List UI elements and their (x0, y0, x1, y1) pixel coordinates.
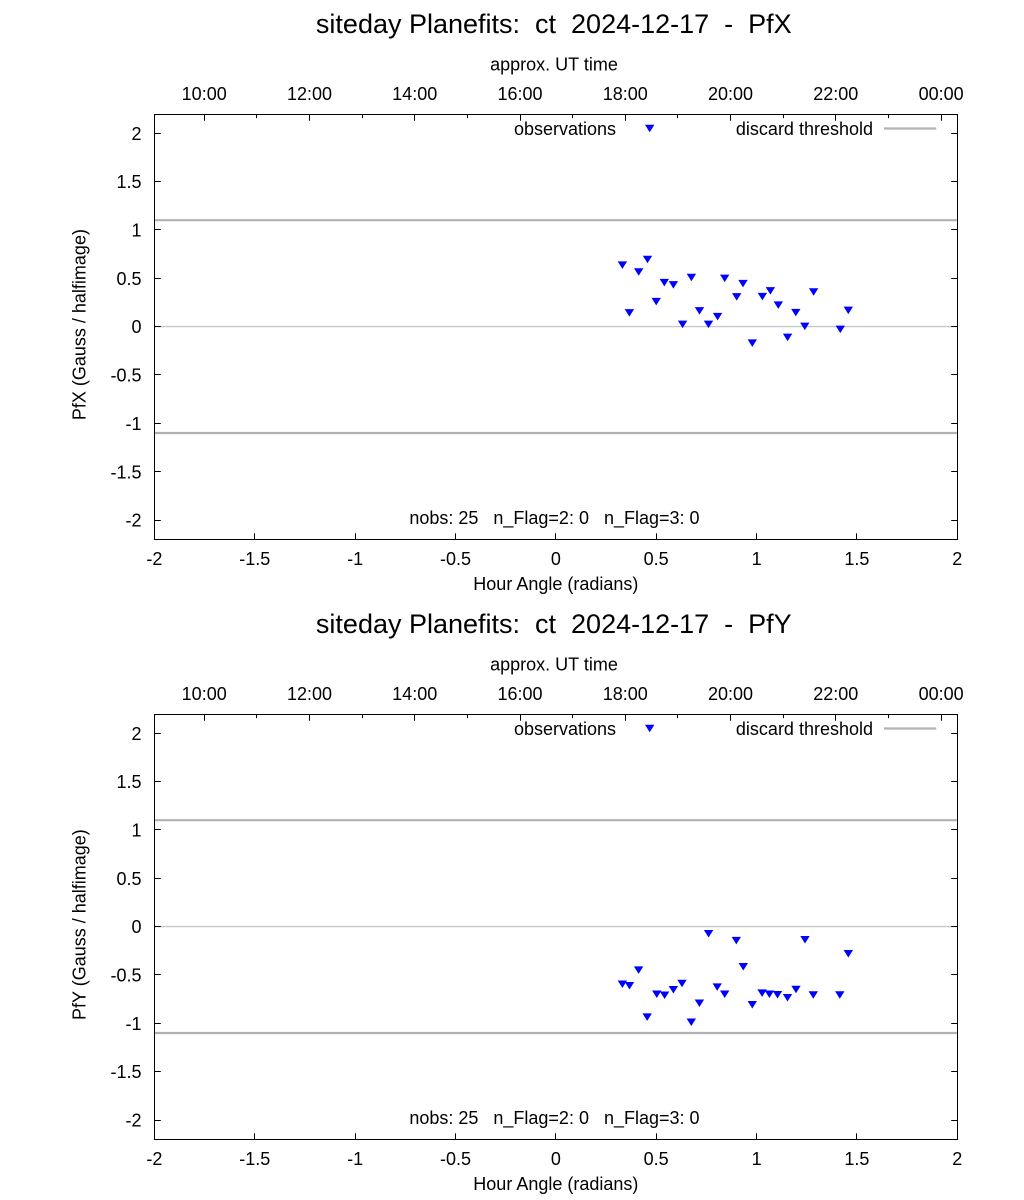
svg-text:2: 2 (131, 724, 141, 744)
svg-text:nobs: 25 n_Flag=2: 0 n_Fla: nobs: 25 n_Flag=2: 0 n_Flag=3: 0 (409, 508, 699, 529)
svg-text:Hour Angle (radians): Hour Angle (radians) (473, 1174, 638, 1194)
svg-text:18:00: 18:00 (603, 84, 648, 104)
svg-text:1: 1 (752, 1149, 762, 1169)
svg-text:22:00: 22:00 (813, 84, 858, 104)
svg-text:-0.5: -0.5 (110, 966, 141, 986)
svg-text:approx. UT time: approx. UT time (490, 55, 618, 75)
svg-text:observations: observations (514, 719, 616, 739)
svg-text:PfX (Gauss / halfimage): PfX (Gauss / halfimage) (70, 229, 90, 420)
svg-text:-2: -2 (146, 1149, 162, 1169)
svg-text:1.5: 1.5 (844, 1149, 869, 1169)
svg-text:00:00: 00:00 (919, 84, 964, 104)
svg-text:1.5: 1.5 (844, 549, 869, 569)
svg-text:Hour Angle (radians): Hour Angle (radians) (473, 574, 638, 594)
svg-text:0: 0 (551, 1149, 561, 1169)
svg-text:-1: -1 (347, 549, 363, 569)
svg-text:1: 1 (131, 821, 141, 841)
svg-text:observations: observations (514, 119, 616, 139)
svg-text:0: 0 (131, 317, 141, 337)
svg-text:-1.5: -1.5 (110, 462, 141, 482)
svg-text:14:00: 14:00 (392, 84, 437, 104)
svg-text:00:00: 00:00 (919, 684, 964, 704)
svg-text:22:00: 22:00 (813, 684, 858, 704)
svg-text:-2: -2 (146, 549, 162, 569)
svg-text:nobs: 25 n_Flag=2: 0 n_Fla: nobs: 25 n_Flag=2: 0 n_Flag=3: 0 (409, 1108, 699, 1129)
svg-text:1.5: 1.5 (116, 172, 141, 192)
svg-text:0.5: 0.5 (644, 549, 669, 569)
svg-text:-1.5: -1.5 (239, 549, 270, 569)
svg-text:20:00: 20:00 (708, 684, 753, 704)
svg-text:-1: -1 (125, 414, 141, 434)
svg-text:0.5: 0.5 (644, 1149, 669, 1169)
svg-text:20:00: 20:00 (708, 84, 753, 104)
svg-text:-0.5: -0.5 (440, 1149, 471, 1169)
svg-text:-2: -2 (125, 1111, 141, 1131)
svg-text:0.5: 0.5 (116, 869, 141, 889)
svg-text:discard threshold: discard threshold (736, 719, 873, 739)
svg-text:10:00: 10:00 (182, 84, 227, 104)
svg-text:12:00: 12:00 (287, 684, 332, 704)
svg-text:approx. UT time: approx. UT time (490, 655, 618, 675)
svg-text:1.5: 1.5 (116, 772, 141, 792)
svg-text:2: 2 (952, 549, 962, 569)
svg-text:12:00: 12:00 (287, 84, 332, 104)
svg-text:1: 1 (752, 549, 762, 569)
svg-text:-2: -2 (125, 511, 141, 531)
svg-text:18:00: 18:00 (603, 684, 648, 704)
svg-text:0: 0 (551, 549, 561, 569)
svg-text:10:00: 10:00 (182, 684, 227, 704)
svg-text:1: 1 (131, 221, 141, 241)
svg-text:-1.5: -1.5 (239, 1149, 270, 1169)
svg-text:2: 2 (131, 124, 141, 144)
svg-text:0.5: 0.5 (116, 269, 141, 289)
svg-text:-1: -1 (347, 1149, 363, 1169)
svg-text:PfY (Gauss / halfimage): PfY (Gauss / halfimage) (70, 829, 90, 1020)
svg-text:-1: -1 (125, 1014, 141, 1034)
svg-text:-0.5: -0.5 (440, 549, 471, 569)
svg-text:siteday Planefits: ct 2024-1: siteday Planefits: ct 2024-12-17 - PfY (316, 609, 792, 639)
svg-text:14:00: 14:00 (392, 684, 437, 704)
svg-text:-0.5: -0.5 (110, 366, 141, 386)
svg-text:-1.5: -1.5 (110, 1062, 141, 1082)
svg-text:discard threshold: discard threshold (736, 119, 873, 139)
svg-text:2: 2 (952, 1149, 962, 1169)
svg-text:16:00: 16:00 (497, 84, 542, 104)
svg-text:siteday Planefits: ct 2024-1: siteday Planefits: ct 2024-12-17 - PfX (316, 9, 792, 39)
svg-text:0: 0 (131, 917, 141, 937)
svg-text:16:00: 16:00 (497, 684, 542, 704)
